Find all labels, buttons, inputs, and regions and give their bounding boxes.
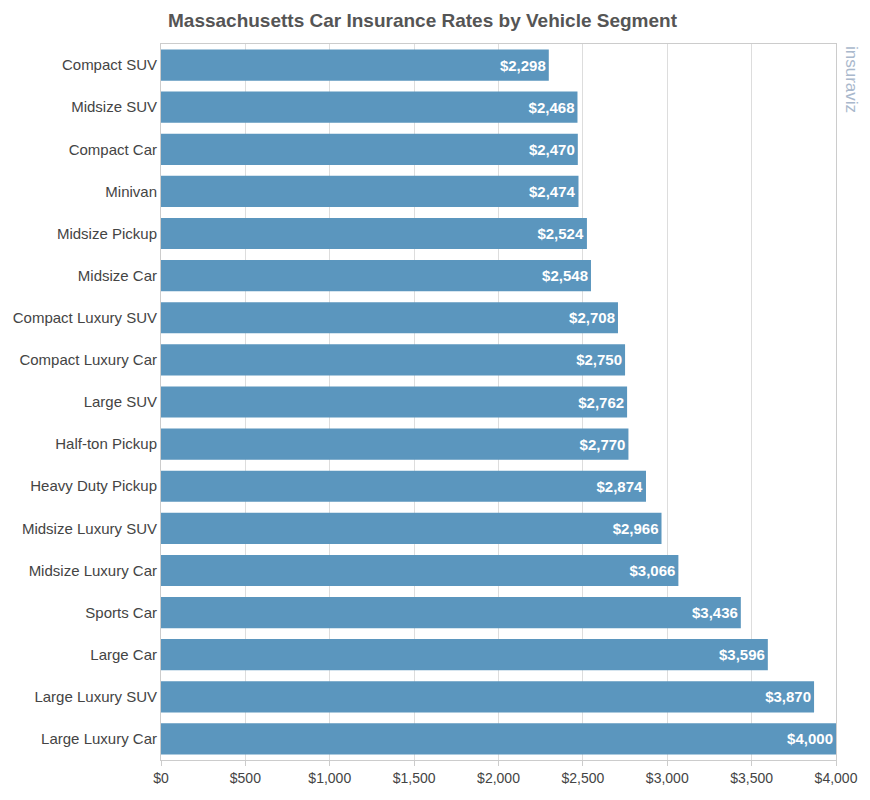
svg-text:$2,500: $2,500: [561, 770, 604, 786]
svg-text:$2,474: $2,474: [529, 183, 576, 200]
svg-text:$2,966: $2,966: [613, 520, 659, 537]
svg-text:Large Luxury Car: Large Luxury Car: [41, 730, 157, 747]
svg-text:$1,000: $1,000: [308, 770, 351, 786]
svg-text:Compact Luxury Car: Compact Luxury Car: [19, 351, 157, 368]
svg-text:$3,596: $3,596: [719, 646, 765, 663]
svg-text:Heavy Duty Pickup: Heavy Duty Pickup: [30, 477, 157, 494]
svg-text:Large SUV: Large SUV: [84, 393, 157, 410]
svg-text:$2,708: $2,708: [569, 309, 615, 326]
svg-text:Half-ton Pickup: Half-ton Pickup: [55, 435, 157, 452]
svg-text:$4,000: $4,000: [787, 730, 833, 747]
svg-text:Minivan: Minivan: [105, 183, 157, 200]
svg-text:Midsize Luxury SUV: Midsize Luxury SUV: [22, 520, 157, 537]
svg-text:$2,468: $2,468: [529, 99, 575, 116]
svg-text:$2,524: $2,524: [537, 225, 584, 242]
svg-text:Massachusetts Car Insurance Ra: Massachusetts Car Insurance Rates by Veh…: [168, 10, 678, 31]
svg-text:$2,298: $2,298: [500, 57, 546, 74]
svg-text:Compact Luxury SUV: Compact Luxury SUV: [13, 309, 157, 326]
svg-text:Compact SUV: Compact SUV: [62, 56, 157, 73]
svg-text:$3,066: $3,066: [629, 562, 675, 579]
svg-text:$0: $0: [153, 770, 169, 786]
svg-text:$3,436: $3,436: [692, 604, 738, 621]
svg-text:$2,548: $2,548: [542, 267, 588, 284]
svg-text:insuraviz: insuraviz: [842, 46, 861, 113]
svg-text:$2,770: $2,770: [580, 436, 626, 453]
svg-text:$500: $500: [230, 770, 261, 786]
svg-text:Midsize Car: Midsize Car: [78, 267, 157, 284]
svg-text:$3,870: $3,870: [765, 688, 811, 705]
svg-text:Large Luxury SUV: Large Luxury SUV: [34, 688, 157, 705]
svg-text:Midsize Luxury Car: Midsize Luxury Car: [29, 562, 157, 579]
svg-text:Midsize SUV: Midsize SUV: [71, 98, 157, 115]
svg-text:$4,000: $4,000: [815, 770, 858, 786]
svg-text:$3,000: $3,000: [646, 770, 689, 786]
svg-text:$2,874: $2,874: [596, 478, 643, 495]
svg-text:$2,000: $2,000: [477, 770, 520, 786]
svg-text:$3,500: $3,500: [730, 770, 773, 786]
svg-text:Large Car: Large Car: [90, 646, 157, 663]
svg-text:$2,750: $2,750: [576, 351, 622, 368]
svg-text:Compact Car: Compact Car: [69, 141, 157, 158]
svg-text:Sports Car: Sports Car: [85, 604, 157, 621]
svg-text:$1,500: $1,500: [393, 770, 436, 786]
svg-text:Midsize Pickup: Midsize Pickup: [57, 225, 157, 242]
svg-text:$2,470: $2,470: [529, 141, 575, 158]
svg-text:$2,762: $2,762: [578, 394, 624, 411]
